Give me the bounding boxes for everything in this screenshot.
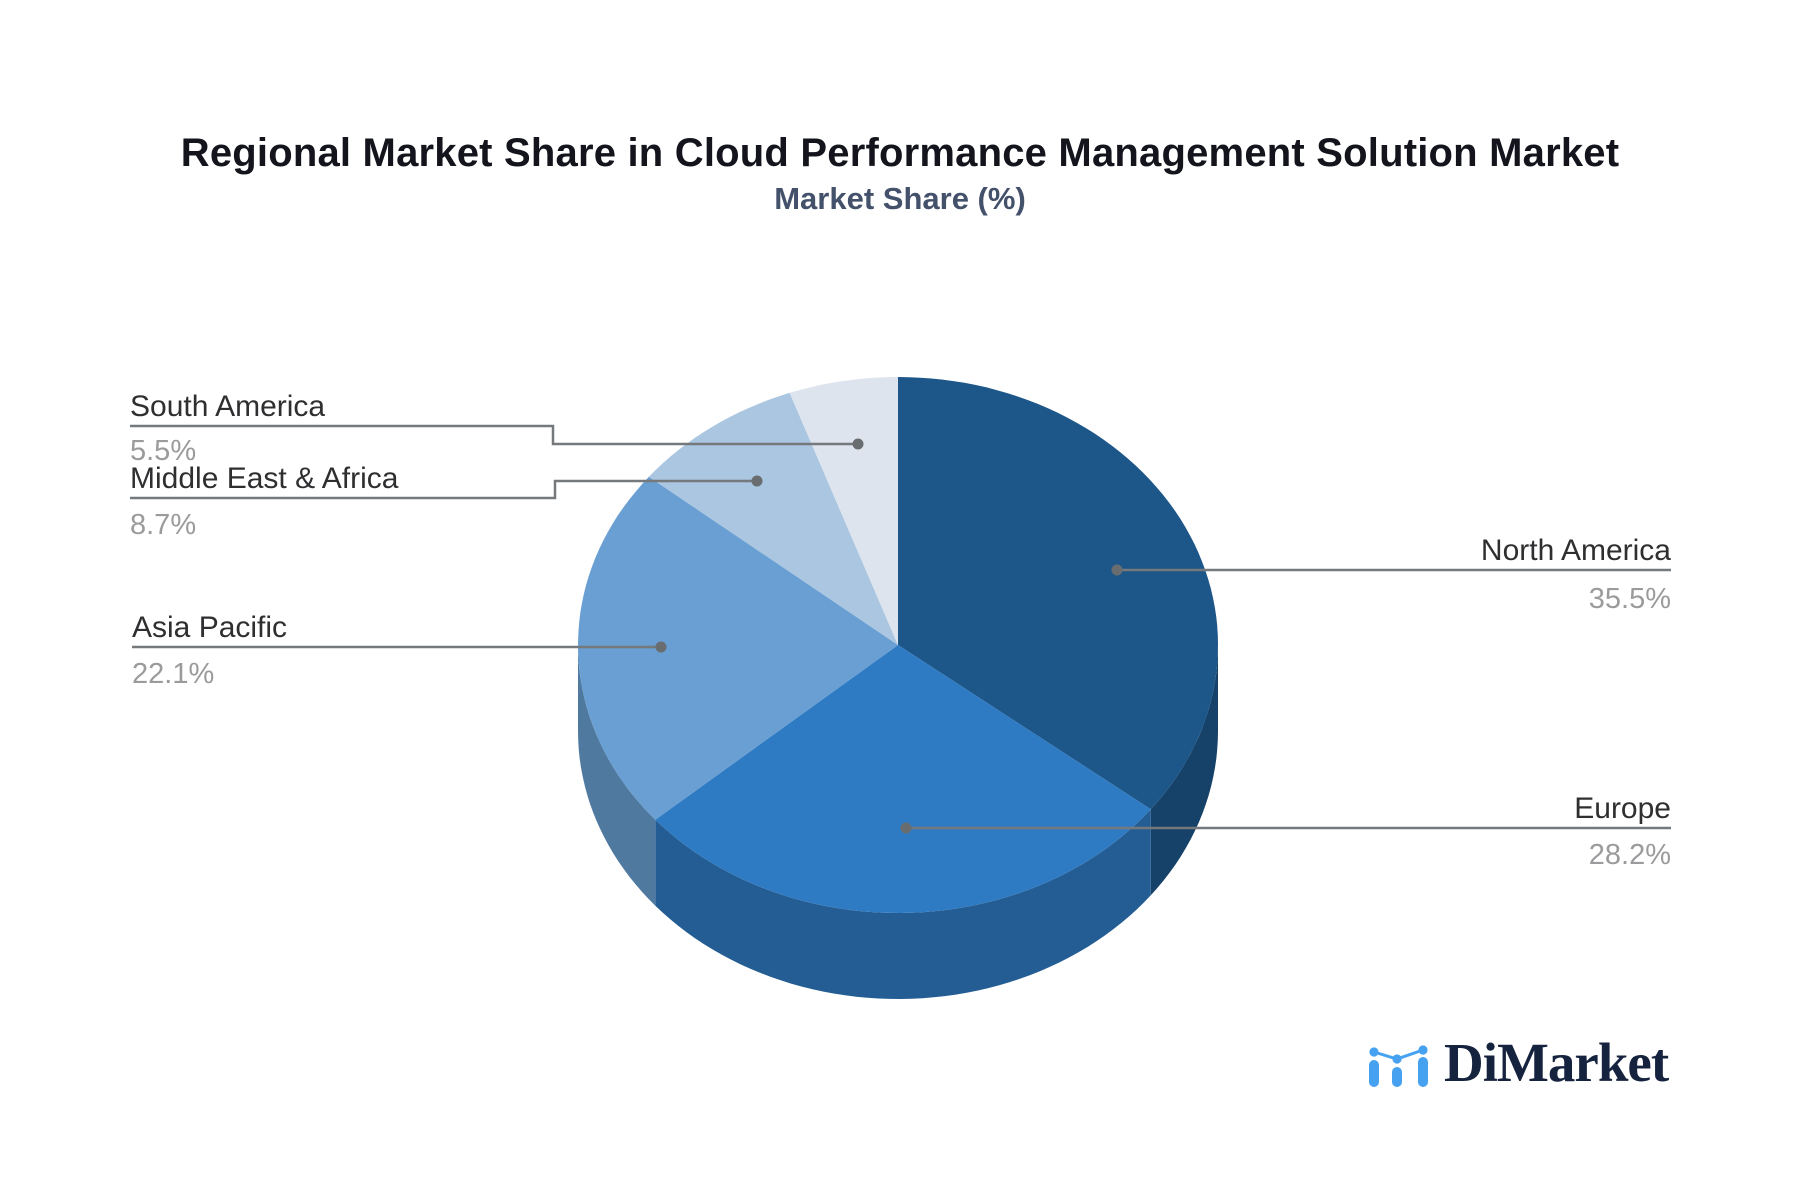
callout-dot <box>1111 564 1123 576</box>
label-middle-east-africa-name: Middle East & Africa <box>130 462 399 495</box>
bar-chart-logo-icon <box>1369 1045 1428 1087</box>
chart-title: Regional Market Share in Cloud Performan… <box>180 131 1620 175</box>
label-asia-pacific-value: 22.1% <box>132 658 215 690</box>
label-middle-east-africa-value: 8.7% <box>130 509 197 541</box>
brand-logo: DiMarket <box>1368 1032 1669 1093</box>
callout-line <box>130 424 858 446</box>
pie-slice-wall-north-america[interactable] <box>1150 645 1218 896</box>
callout-dot <box>655 641 667 653</box>
pie-slice-north-america[interactable] <box>898 377 1218 810</box>
label-europe-name: Europe <box>1574 792 1671 825</box>
callout-dot <box>751 475 763 487</box>
label-north-america-name: North America <box>1480 534 1671 567</box>
label-europe-value: 28.2% <box>1588 839 1671 871</box>
label-south-america-value: 5.5% <box>130 435 197 467</box>
pie-slice-wall-europe[interactable] <box>655 809 1151 999</box>
brand-logo-text: DiMarket <box>1444 1032 1669 1093</box>
pie-slice-wall-asia-pacific[interactable] <box>578 645 656 906</box>
label-south-america-name: South America <box>130 390 326 423</box>
chart-subtitle: Market Share (%) <box>774 181 1026 216</box>
pie-slice-asia-pacific[interactable] <box>578 476 898 820</box>
callout-line <box>130 479 757 500</box>
pie-slice-europe[interactable] <box>655 645 1151 913</box>
pie-slice-middle-east-africa[interactable] <box>648 392 898 645</box>
callout-dot <box>900 822 912 834</box>
label-asia-pacific-name: Asia Pacific <box>132 611 288 644</box>
label-north-america-value: 35.5% <box>1588 583 1671 615</box>
callout-dot <box>852 438 864 450</box>
